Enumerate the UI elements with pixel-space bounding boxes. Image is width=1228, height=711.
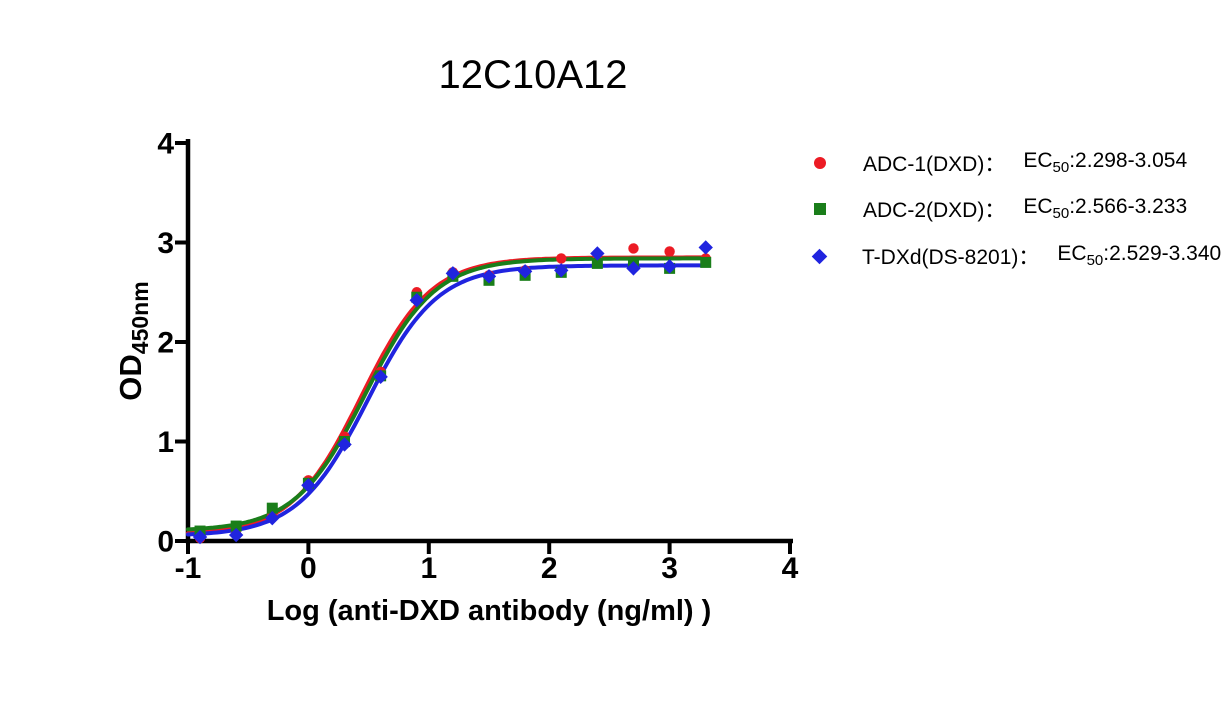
ec-range: :2.566-3.233 bbox=[1069, 195, 1188, 219]
legend-label: ADC-1(DXD)： bbox=[863, 153, 1006, 176]
ec-range: :2.298-3.054 bbox=[1069, 149, 1188, 173]
legend-ec50-value: EC50:2.529-3.340 bbox=[1057, 242, 1221, 269]
data-point-diamond bbox=[698, 240, 713, 255]
data-point-diamond bbox=[373, 369, 388, 385]
data-point-diamond bbox=[445, 266, 461, 281]
y-tick-label: 2 bbox=[157, 327, 174, 360]
data-point-diamond bbox=[626, 261, 641, 276]
ec-prefix: EC bbox=[1023, 195, 1053, 219]
y-tick-label: 1 bbox=[157, 426, 174, 459]
legend-item-t-dxd: T-DXd(DS-8201)： EC50:2.529-3.340 bbox=[806, 240, 1221, 272]
ec-subscript: 50 bbox=[1052, 159, 1070, 177]
square-marker-icon bbox=[814, 203, 826, 215]
x-tick-label: 1 bbox=[420, 552, 437, 585]
data-point-diamond bbox=[301, 478, 316, 493]
legend-item-adc-2: ADC-2(DXD)： EC50:2.566-3.233 bbox=[806, 193, 1187, 225]
data-point-circle bbox=[628, 243, 639, 254]
y-tick-label: 0 bbox=[157, 526, 174, 559]
legend-label: ADC-2(DXD)： bbox=[863, 199, 1006, 222]
x-tick-label: 3 bbox=[661, 552, 678, 585]
x-tick-label: 4 bbox=[782, 552, 799, 585]
data-point-diamond bbox=[337, 437, 352, 452]
data-point-diamond bbox=[554, 263, 569, 278]
legend-item-adc-1: ADC-1(DXD)： EC50:2.298-3.054 bbox=[806, 147, 1187, 179]
data-point-square bbox=[230, 520, 242, 532]
y-tick-label: 3 bbox=[157, 227, 174, 260]
data-point-square bbox=[591, 257, 603, 269]
diamond-marker-icon bbox=[811, 248, 828, 264]
data-point-diamond bbox=[481, 269, 497, 284]
data-point-diamond bbox=[228, 527, 244, 543]
legend-ec50-value: EC50:2.566-3.233 bbox=[1023, 195, 1187, 222]
data-point-diamond bbox=[265, 510, 280, 526]
legend-ec50-value: EC50:2.298-3.054 bbox=[1023, 149, 1187, 176]
data-point-square bbox=[700, 256, 712, 268]
data-point-diamond bbox=[662, 259, 677, 274]
fit-curve-t-dxd-ds-8201- bbox=[186, 263, 711, 537]
data-point-square bbox=[266, 502, 278, 514]
ec-subscript: 50 bbox=[1086, 252, 1104, 270]
data-point-diamond bbox=[590, 246, 605, 261]
ec-prefix: EC bbox=[1057, 242, 1087, 266]
x-tick-label: 0 bbox=[300, 552, 317, 585]
legend-label: T-DXd(DS-8201)： bbox=[862, 246, 1040, 269]
x-axis-label: Log (anti-DXD antibody (ng/ml) ) bbox=[266, 595, 712, 627]
ec-prefix: EC bbox=[1023, 149, 1053, 173]
fit-curve-adc-2-dxd- bbox=[186, 256, 711, 532]
x-tick-label: -1 bbox=[175, 552, 202, 585]
ec-range: :2.529-3.340 bbox=[1103, 242, 1222, 266]
fit-curve-adc-1-dxd- bbox=[186, 255, 711, 536]
x-tick-label: 2 bbox=[541, 552, 558, 585]
circle-marker-icon bbox=[814, 157, 826, 169]
data-point-diamond bbox=[517, 264, 533, 279]
ec-subscript: 50 bbox=[1052, 205, 1070, 223]
y-tick-label: 4 bbox=[157, 128, 174, 161]
data-point-diamond bbox=[409, 293, 424, 308]
data-point-circle bbox=[556, 253, 567, 264]
data-point-diamond bbox=[192, 529, 208, 545]
data-point-circle bbox=[664, 246, 675, 257]
chart-title: 12C10A12 bbox=[438, 53, 628, 97]
